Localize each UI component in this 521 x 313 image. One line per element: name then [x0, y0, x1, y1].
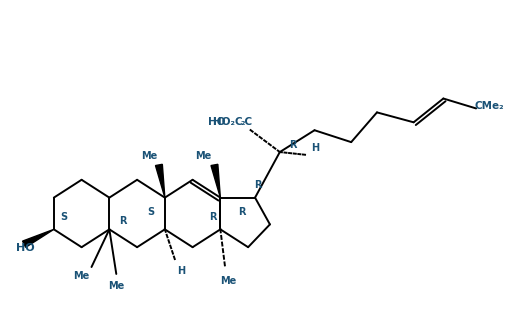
Text: Me: Me [220, 276, 237, 286]
Polygon shape [211, 164, 220, 198]
Text: R: R [119, 216, 127, 226]
Text: Me: Me [195, 151, 212, 161]
Text: H: H [312, 143, 319, 153]
Polygon shape [22, 229, 54, 247]
Text: H: H [177, 266, 185, 276]
Text: R: R [289, 140, 296, 150]
Text: HO₂C: HO₂C [214, 117, 243, 127]
Polygon shape [155, 164, 165, 198]
Text: R: R [254, 180, 262, 190]
Text: HO: HO [208, 117, 225, 127]
Text: R: R [209, 213, 216, 223]
Text: R: R [239, 207, 246, 217]
Text: S: S [147, 207, 155, 217]
Text: Me: Me [141, 151, 157, 161]
Text: S: S [60, 213, 67, 223]
Text: Me: Me [108, 281, 125, 291]
Text: CMe₂: CMe₂ [474, 101, 504, 111]
Text: ₂C: ₂C [240, 117, 252, 127]
Text: HO: HO [16, 243, 35, 253]
Text: Me: Me [73, 271, 90, 281]
